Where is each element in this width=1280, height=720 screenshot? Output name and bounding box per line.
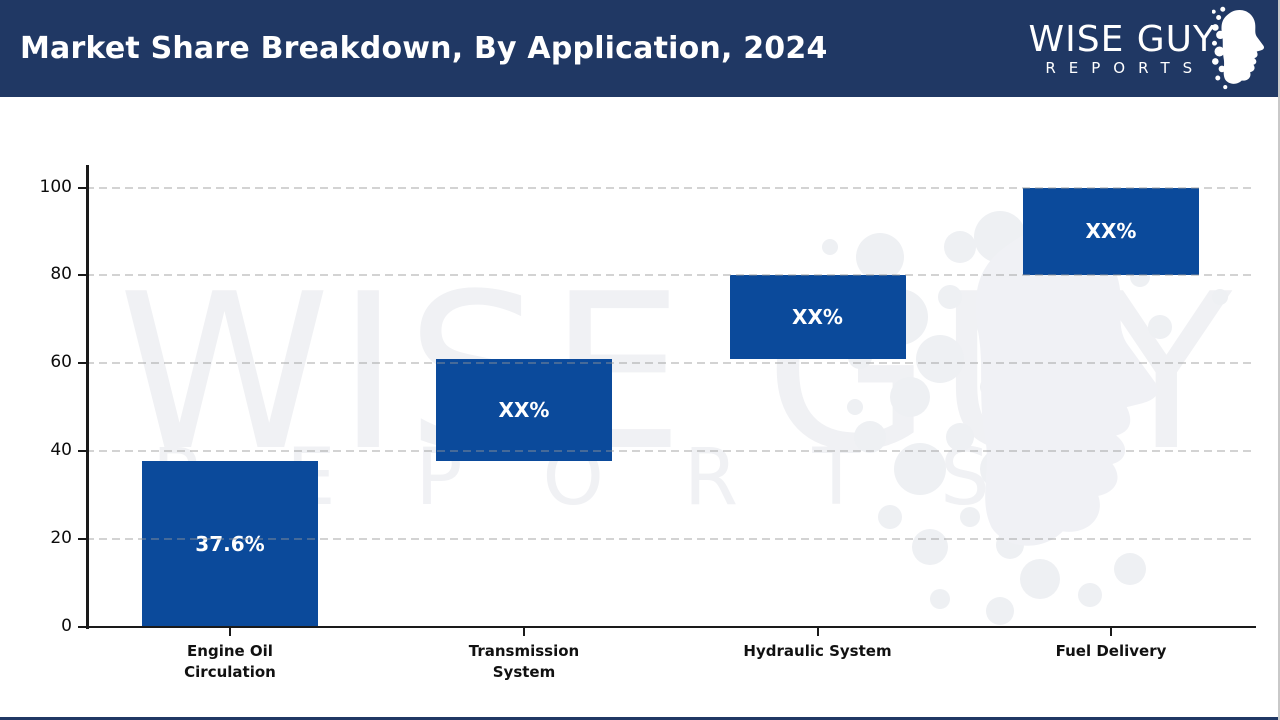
chart-title: Market Share Breakdown, By Application, … (20, 31, 828, 66)
bar-engine-oil-circulation: 37.6% (142, 461, 318, 627)
bar-transmission-system: XX% (436, 358, 612, 462)
bar-value-label: XX% (1085, 219, 1137, 244)
bar-value-label: XX% (498, 398, 550, 423)
logo-wordmark: WISE GUY (1028, 18, 1216, 60)
footer-accent-bar (0, 717, 1278, 720)
y-tick-label-100: 100 (39, 176, 72, 197)
x-category-label-transmission-system: Transmission System (468, 641, 580, 681)
x-tickmark-hydraulic-system (816, 628, 819, 636)
y-tickmark-20 (78, 537, 86, 540)
y-tick-label-0: 0 (61, 615, 72, 636)
bar-hydraulic-system: XX% (729, 275, 906, 359)
x-category-label-hydraulic-system: Hydraulic System (743, 641, 892, 660)
y-axis-spine (86, 165, 89, 629)
y-tickmark-60 (78, 362, 86, 365)
y-tickmark-40 (78, 449, 86, 452)
header-banner: Market Share Breakdown, By Application, … (0, 0, 1278, 97)
y-tick-label-60: 60 (50, 352, 72, 373)
y-tick-label-20: 20 (50, 527, 72, 548)
y-gridline-80 (86, 274, 1256, 277)
x-category-label-engine-oil-circulation: Engine Oil Circulation (184, 641, 276, 681)
logo-subtitle: REPORTS (1045, 58, 1206, 77)
y-gridline-40 (86, 449, 1256, 452)
bar-value-label: 37.6% (195, 531, 265, 556)
bar-value-label: XX% (792, 305, 843, 329)
y-tickmark-0 (78, 625, 86, 628)
logo-head-icon (1212, 6, 1265, 89)
logo-text: WISE GUY REPORTS (1028, 18, 1217, 77)
y-tickmark-80 (78, 274, 86, 277)
y-tick-label-80: 80 (50, 264, 72, 285)
y-gridline-20 (86, 537, 1256, 540)
y-tickmark-100 (78, 186, 86, 189)
x-tickmark-fuel-delivery (1110, 628, 1112, 636)
x-tickmark-engine-oil-circulation (229, 628, 231, 636)
y-tick-label-40: 40 (50, 439, 72, 460)
x-category-label-fuel-delivery: Fuel Delivery (1055, 641, 1167, 660)
y-gridline-60 (86, 362, 1256, 365)
wise-guy-logo: WISE GUY REPORTS (1029, 0, 1271, 97)
bar-fuel-delivery: XX% (1023, 187, 1199, 276)
x-tickmark-transmission-system (523, 628, 525, 636)
y-gridline-100 (86, 186, 1256, 189)
x-axis-spine (86, 625, 1256, 628)
